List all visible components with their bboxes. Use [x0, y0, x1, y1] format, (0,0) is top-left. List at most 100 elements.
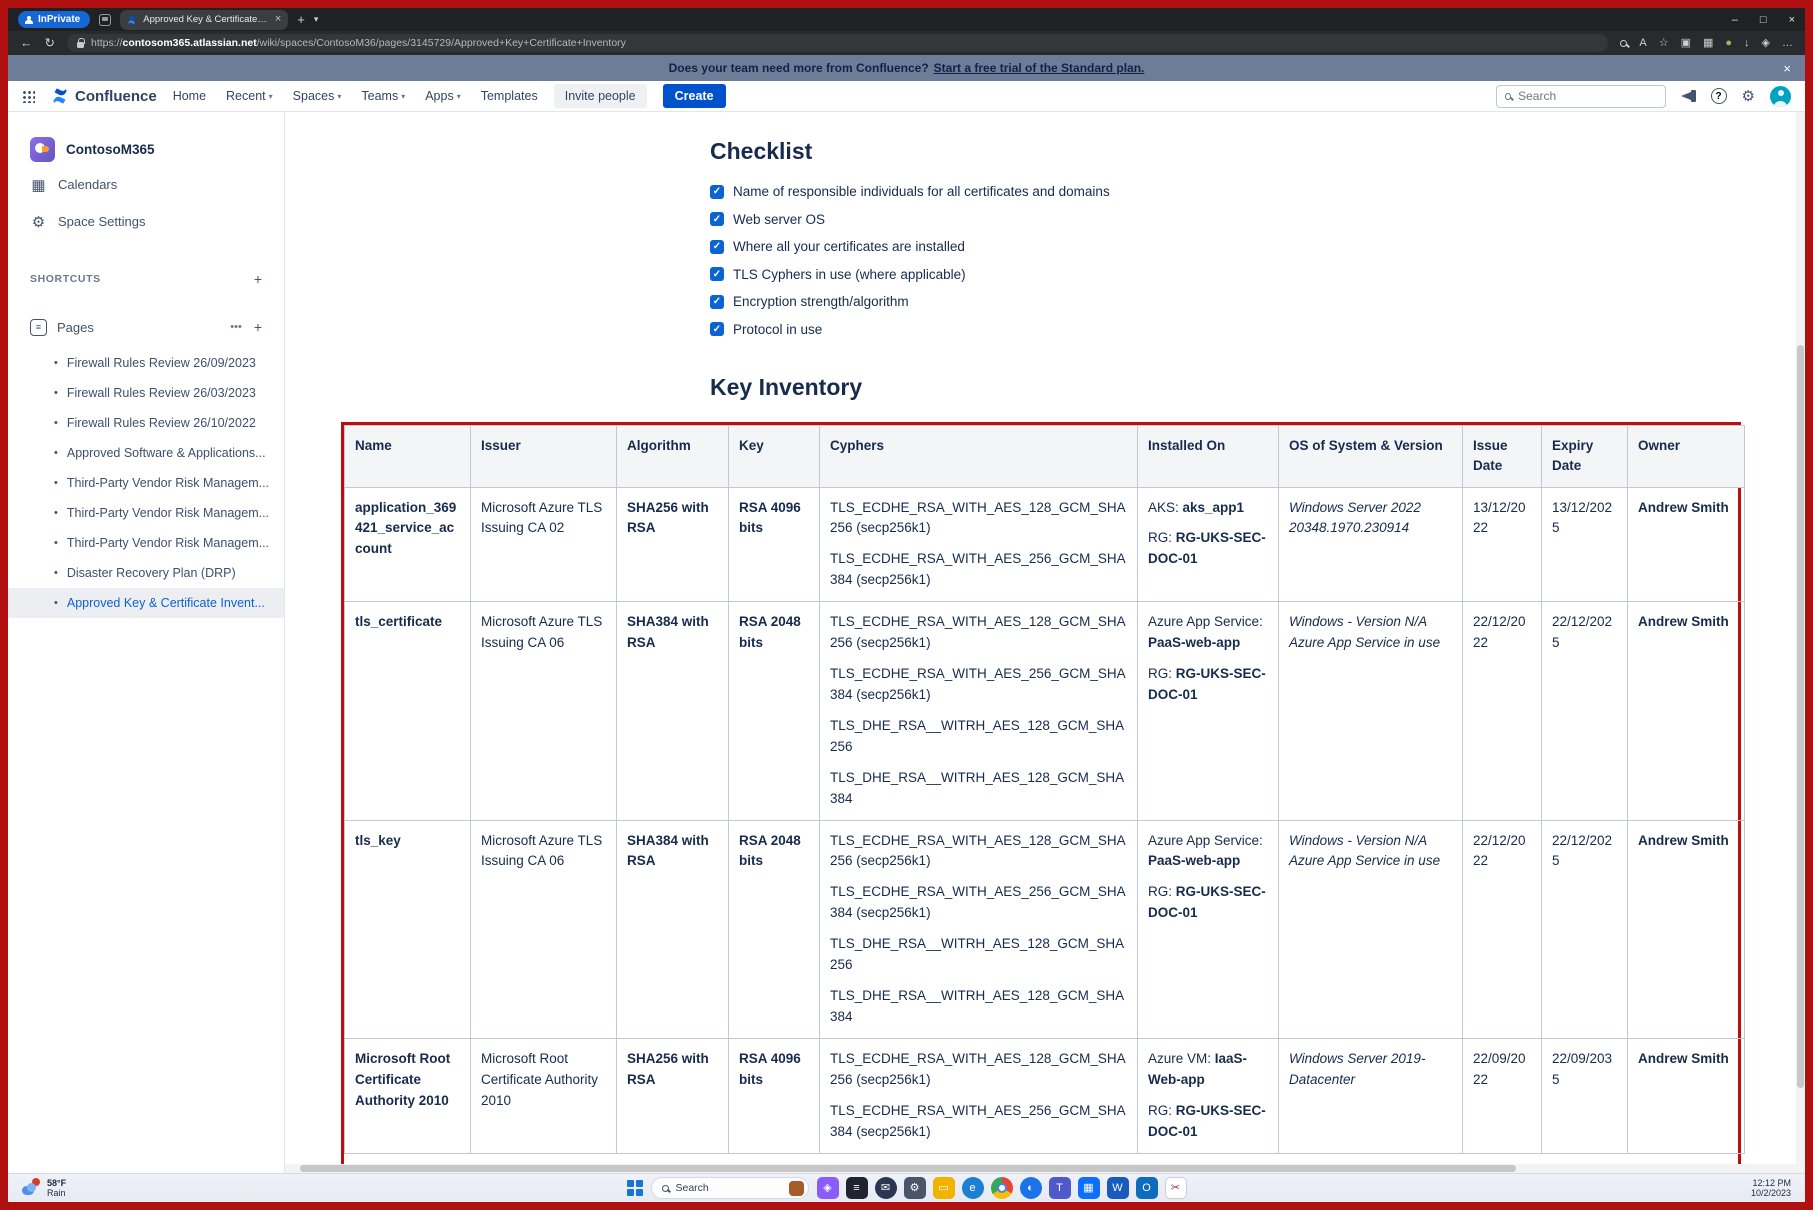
page-content: Checklist ✓ Name of responsible individua… — [285, 112, 1805, 1173]
split-screen-icon[interactable]: ▣ — [1680, 36, 1691, 49]
sidebar-page-item[interactable]: • Third-Party Vendor Risk Managem... — [8, 528, 284, 558]
checkbox-checked-icon[interactable]: ✓ — [710, 294, 724, 309]
back-icon[interactable]: ← — [20, 35, 33, 50]
cypher-entry: TLS_DHE_RSA__WITRH_AES_128_GCM_SHA384 — [830, 988, 1125, 1025]
nav-item-home[interactable]: Home — [172, 89, 207, 103]
favorites-star-icon[interactable]: ☆ — [1658, 36, 1669, 49]
banner-trial-link[interactable]: Start a free trial of the Standard plan. — [933, 61, 1145, 75]
announcements-icon[interactable] — [1680, 90, 1696, 102]
create-button[interactable]: Create — [662, 84, 726, 108]
table-header-row: Name Issuer Algorithm Key Cyphers Installed O… — [344, 425, 1745, 488]
tab-search-caret-icon[interactable]: ▾ — [313, 14, 319, 24]
sidebar-page-item[interactable]: • Firewall Rules Review 26/09/2023 — [8, 348, 284, 378]
column-header: Algorithm — [616, 425, 729, 488]
help-icon[interactable]: ? — [1710, 88, 1727, 104]
vertical-scrollbar-thumb[interactable] — [1797, 345, 1804, 1089]
window-maximize-button[interactable]: □ — [1759, 13, 1767, 26]
widgets-weather[interactable]: 58°F Rain — [22, 1178, 66, 1198]
checklist-item: ✓ TLS Cyphers in use (where applicable) — [710, 261, 1749, 289]
pages-section-header[interactable]: ≡ Pages ••• + — [8, 314, 284, 340]
confluence-brand[interactable]: Confluence — [51, 87, 157, 105]
sidebar-item-calendars[interactable]: ▦ Calendars — [8, 168, 284, 201]
horizontal-scrollbar[interactable] — [285, 1164, 1805, 1173]
nav-item-apps[interactable]: Apps ▾ — [425, 89, 461, 103]
word-icon[interactable]: W — [1106, 1177, 1129, 1199]
cell-installed-on: AKS: aks_app1 RG: RG-UKS-SEC-DOC-01 — [1137, 486, 1279, 603]
teams-icon[interactable]: T — [1048, 1177, 1071, 1199]
page-item-label: Third-Party Vendor Risk Managem... — [66, 536, 270, 550]
checkbox-checked-icon[interactable]: ✓ — [710, 184, 724, 199]
taskbar-search[interactable]: Search — [650, 1177, 809, 1199]
inprivate-badge[interactable]: InPrivate — [18, 11, 91, 28]
outlook-icon[interactable]: O — [1135, 1177, 1158, 1199]
checkbox-checked-icon[interactable]: ✓ — [710, 267, 724, 282]
column-header: Key — [728, 425, 820, 488]
taskbar-clock[interactable]: 12:12 PM 10/2/2023 — [1751, 1178, 1791, 1199]
search-input[interactable] — [1518, 89, 1657, 103]
installed-on-line: Azure VM: IaaS-Web-app — [1148, 1050, 1248, 1087]
read-aloud-icon[interactable]: A — [1639, 36, 1647, 49]
snipping-tool-icon[interactable]: ✂ — [1164, 1177, 1187, 1199]
nav-item-recent[interactable]: Recent ▾ — [226, 89, 273, 103]
sidebar-page-item[interactable]: • Disaster Recovery Plan (DRP) — [8, 558, 284, 588]
window-close-button[interactable]: × — [1788, 13, 1795, 26]
nav-item-teams[interactable]: Teams ▾ — [361, 89, 406, 103]
edge-icon[interactable]: e — [961, 1177, 984, 1199]
add-page-icon[interactable]: + — [253, 319, 262, 335]
sidebar-page-item[interactable]: • Approved Key & Certificate Invent... — [8, 588, 284, 618]
window-minimize-button[interactable]: – — [1731, 13, 1738, 26]
checkbox-checked-icon[interactable]: ✓ — [710, 212, 724, 227]
cell-name: application_369421_service_account — [344, 486, 471, 603]
chat-icon[interactable]: ✉ — [874, 1177, 897, 1199]
confluence-top-nav: Confluence Home Recent ▾ Spaces ▾ Teams ▾ Apps ▾… — [8, 81, 1805, 112]
cell-installed-on: Azure App Service: PaaS-web-app RG: RG-UK… — [1137, 819, 1279, 1039]
nav-item-templates[interactable]: Templates — [480, 89, 538, 103]
add-shortcut-icon[interactable]: + — [253, 271, 262, 287]
vertical-scrollbar[interactable] — [1796, 112, 1805, 1173]
notepad-icon[interactable]: ≡ — [845, 1177, 868, 1199]
checkbox-checked-icon[interactable]: ✓ — [710, 239, 724, 254]
sidebar-page-item[interactable]: • Third-Party Vendor Risk Managem... — [8, 468, 284, 498]
sidebar-page-item[interactable]: • Approved Software & Applications... — [8, 438, 284, 468]
extension-leaf-icon[interactable]: ● — [1725, 36, 1733, 49]
pages-more-icon[interactable]: ••• — [230, 321, 242, 333]
sidebar-item-space-settings[interactable]: ⚙ Space Settings — [8, 205, 284, 238]
column-header: Expiry Date — [1541, 425, 1628, 488]
horizontal-scrollbar-thumb[interactable] — [300, 1165, 1517, 1172]
settings-icon[interactable]: ⚙ — [903, 1177, 926, 1199]
nav-item-spaces[interactable]: Spaces ▾ — [292, 89, 342, 103]
active-tab[interactable]: Approved Key & Certificate Inventory × — [120, 9, 289, 30]
sidebar-page-item[interactable]: • Firewall Rules Review 26/10/2022 — [8, 408, 284, 438]
new-tab-button[interactable]: + — [297, 12, 305, 27]
banner-close-icon[interactable]: × — [1783, 60, 1791, 76]
space-avatar — [30, 136, 55, 162]
tab-list-icon[interactable] — [99, 13, 112, 26]
user-avatar[interactable] — [1770, 85, 1791, 107]
downloads-icon[interactable]: ↓ — [1744, 36, 1750, 49]
space-sidebar: ContosoM365 ▦ Calendars ⚙ Space Settings… — [8, 112, 285, 1173]
key-inventory-table: Name Issuer Algorithm Key Cyphers Installed O… — [344, 425, 1745, 1154]
collections-icon[interactable]: ▦ — [1702, 36, 1714, 49]
app-switcher-icon[interactable] — [22, 89, 35, 103]
sidebar-page-item[interactable]: • Firewall Rules Review 26/03/2023 — [8, 378, 284, 408]
chrome-icon[interactable] — [990, 1177, 1013, 1199]
cell-key: RSA 2048 bits — [728, 819, 820, 1039]
start-button[interactable] — [626, 1180, 643, 1196]
refresh-icon[interactable]: ↻ — [44, 35, 55, 50]
copilot-icon[interactable]: ◐ — [1019, 1177, 1042, 1199]
zoom-in-icon[interactable] — [1620, 39, 1628, 47]
more-menu-icon[interactable]: … — [1782, 36, 1793, 49]
url-field[interactable]: https://contosom365.atlassian.net/wiki/s… — [66, 34, 1609, 52]
pinned-space-app-icon[interactable]: ◈ — [816, 1177, 839, 1199]
global-search[interactable] — [1495, 84, 1666, 108]
file-explorer-icon[interactable]: ▭ — [932, 1177, 955, 1199]
extensions-icon[interactable]: ◈ — [1761, 36, 1770, 49]
cypher-entry: TLS_ECDHE_RSA_WITH_AES_128_GCM_SHA256 (s… — [830, 1050, 1126, 1087]
space-header[interactable]: ContosoM365 — [8, 134, 284, 164]
sidebar-page-item[interactable]: • Third-Party Vendor Risk Managem... — [8, 498, 284, 528]
store-icon[interactable]: ▦ — [1077, 1177, 1100, 1199]
settings-gear-icon[interactable]: ⚙ — [1741, 87, 1755, 105]
checkbox-checked-icon[interactable]: ✓ — [710, 322, 724, 337]
tab-close-icon[interactable]: × — [274, 13, 282, 25]
invite-people-button[interactable]: Invite people — [553, 84, 647, 108]
